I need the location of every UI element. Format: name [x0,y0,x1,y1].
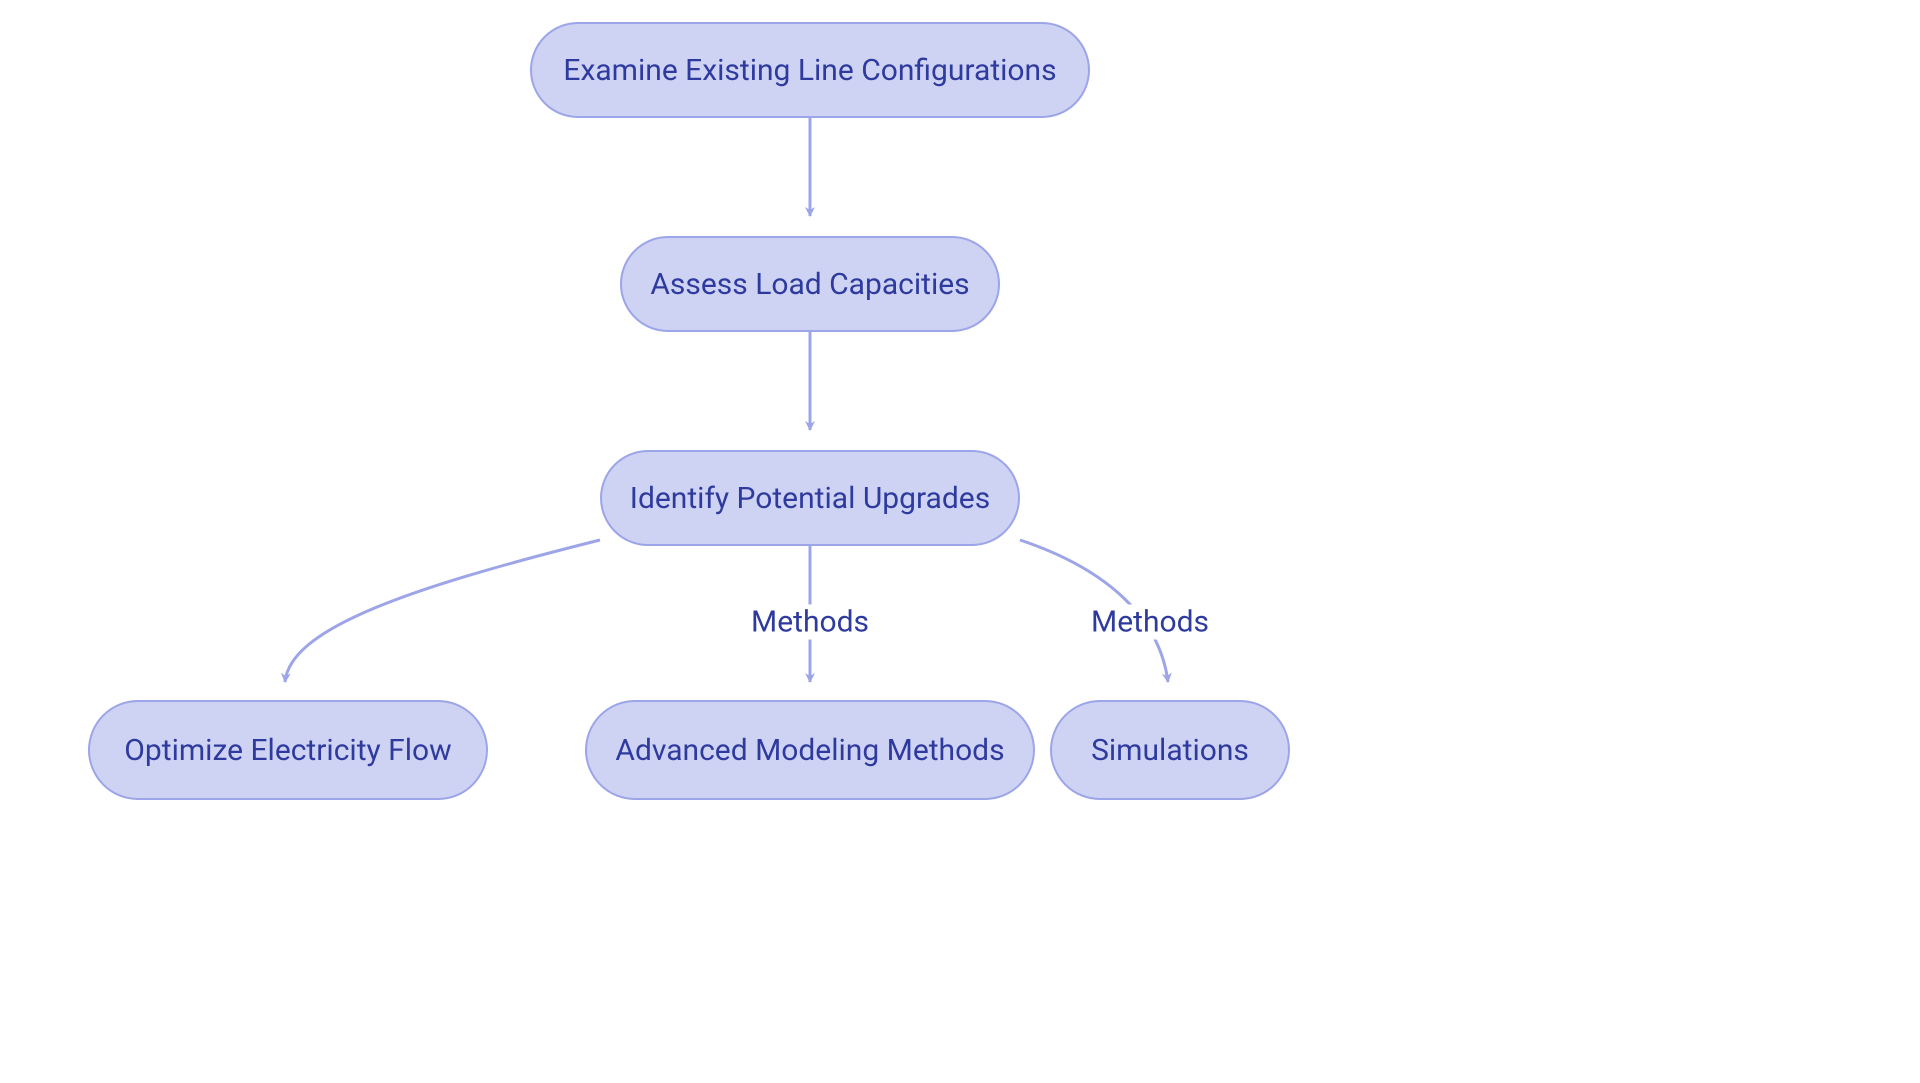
edge-label-n3-n6: Methods [1085,605,1215,640]
node-label: Identify Potential Upgrades [630,481,990,516]
node-label: Advanced Modeling Methods [615,733,1004,768]
edge-label-n3-n5: Methods [745,605,875,640]
edge-label-text: Methods [751,605,869,640]
node-label: Optimize Electricity Flow [124,733,451,768]
node-label: Assess Load Capacities [650,267,969,302]
node-n4: Optimize Electricity Flow [88,700,488,800]
node-label: Examine Existing Line Configurations [563,53,1056,88]
edge-n3-n4 [285,540,600,682]
node-n5: Advanced Modeling Methods [585,700,1035,800]
node-label: Simulations [1091,733,1249,768]
node-n1: Examine Existing Line Configurations [530,22,1090,118]
edge-label-text: Methods [1091,605,1209,640]
node-n3: Identify Potential Upgrades [600,450,1020,546]
node-n2: Assess Load Capacities [620,236,1000,332]
node-n6: Simulations [1050,700,1290,800]
